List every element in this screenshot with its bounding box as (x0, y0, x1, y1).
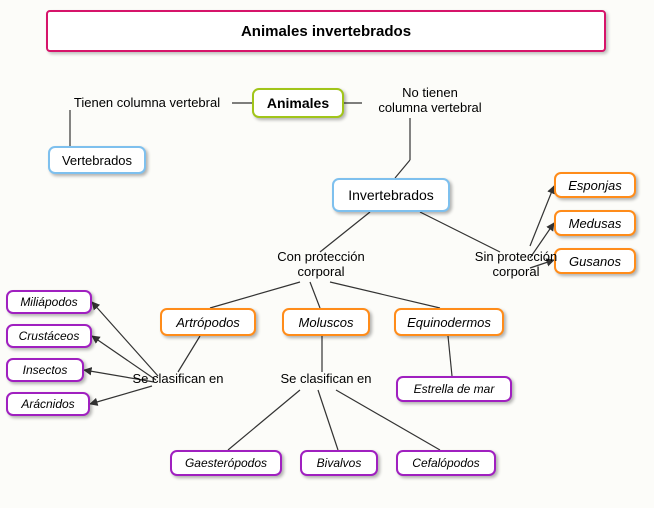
label-notienen: No tienen columna vertebral (360, 86, 500, 116)
node-insectos-text: Insectos (23, 363, 68, 377)
node-aracnidos: Arácnidos (6, 392, 90, 416)
node-artropodos-text: Artrópodos (176, 315, 240, 330)
label-clas1: Se clasifican en (118, 372, 238, 387)
node-moluscos-text: Moluscos (299, 315, 354, 330)
node-insectos: Insectos (6, 358, 84, 382)
node-cefalopodos-text: Cefalópodos (412, 456, 479, 470)
edge-10 (530, 186, 554, 246)
node-crustaceos-text: Crustáceos (19, 329, 80, 343)
edge-17 (90, 386, 152, 404)
node-medusas: Medusas (554, 210, 636, 236)
label-sinprot: Sin protección corporal (456, 250, 576, 280)
edge-7 (210, 282, 300, 308)
node-estrella: Estrella de mar (396, 376, 512, 402)
label-tienen: Tienen columna vertebral (62, 96, 232, 111)
node-moluscos: Moluscos (282, 308, 370, 336)
diagram-title: Animales invertebrados (46, 10, 606, 52)
edge-9 (330, 282, 440, 308)
label-clas2: Se clasifican en (266, 372, 386, 387)
node-bivalvos-text: Bivalvos (317, 456, 362, 470)
edge-13 (178, 336, 200, 372)
edge-5 (320, 212, 370, 252)
edge-8 (310, 282, 320, 308)
node-bivalvos: Bivalvos (300, 450, 378, 476)
edge-6 (420, 212, 500, 252)
node-gusanos-text: Gusanos (569, 254, 621, 269)
node-invertebrados-text: Invertebrados (348, 187, 434, 203)
label-conprot: Con protección corporal (256, 250, 386, 280)
node-invertebrados: Invertebrados (332, 178, 450, 212)
edge-22 (448, 336, 452, 376)
diagram-title-text: Animales invertebrados (241, 23, 411, 40)
node-equinodermos: Equinodermos (394, 308, 504, 336)
node-estrella-text: Estrella de mar (414, 382, 495, 396)
node-aracnidos-text: Arácnidos (21, 397, 74, 411)
node-cefalopodos: Cefalópodos (396, 450, 496, 476)
edge-20 (318, 390, 338, 450)
node-animales: Animales (252, 88, 344, 118)
node-equinodermos-text: Equinodermos (407, 315, 491, 330)
node-esponjas-text: Esponjas (568, 178, 621, 193)
node-animales-text: Animales (267, 95, 329, 111)
node-vertebrados-text: Vertebrados (62, 153, 132, 168)
node-gasteropodos: Gaesterópodos (170, 450, 282, 476)
edge-4 (395, 160, 410, 178)
node-gasteropodos-text: Gaesterópodos (185, 456, 267, 470)
node-miliapodos: Miliápodos (6, 290, 92, 314)
node-esponjas: Esponjas (554, 172, 636, 198)
edge-19 (228, 390, 300, 450)
node-crustaceos: Crustáceos (6, 324, 92, 348)
node-artropodos: Artrópodos (160, 308, 256, 336)
edge-14 (92, 302, 158, 376)
node-vertebrados: Vertebrados (48, 146, 146, 174)
node-medusas-text: Medusas (569, 216, 622, 231)
node-miliapodos-text: Miliápodos (20, 295, 77, 309)
